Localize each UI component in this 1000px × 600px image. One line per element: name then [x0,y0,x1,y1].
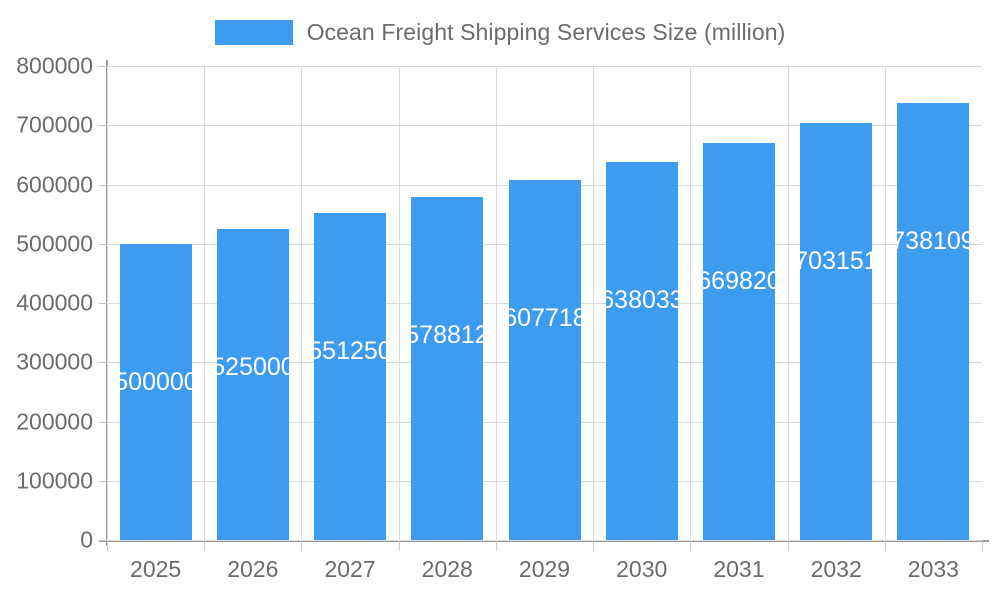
bar-value-label: 500000 [120,367,192,396]
chart-legend: Ocean Freight Shipping Services Size (mi… [0,12,1000,52]
bar[interactable]: 738109 [897,102,969,540]
y-axis-tick-mark [99,421,107,423]
y-axis-tick-label: 800000 [16,52,93,79]
x-axis-tick-mark [399,541,400,551]
bar-value-label: 607718 [509,303,581,332]
y-axis-tick-mark [99,303,107,304]
bar[interactable]: 578812 [411,197,483,540]
gridline-vertical [593,66,594,540]
gridline-vertical [788,66,789,540]
bar[interactable]: 551250 [314,213,386,540]
x-axis-tick-mark [885,541,886,551]
x-axis-tick-label: 2032 [810,556,862,582]
y-axis-tick-label: 0 [80,526,93,553]
y-axis-tick-label: 400000 [16,289,93,316]
bar[interactable]: 703151 [800,123,872,540]
bar-value-label: 638033 [606,285,678,314]
y-axis-tick-label: 700000 [16,111,93,138]
y-axis-tick-mark [99,243,107,245]
bar[interactable]: 638033 [606,161,678,540]
x-axis-tick-label: 2031 [713,556,765,582]
y-axis-tick-label: 600000 [16,171,93,197]
gridline-horizontal [107,540,982,541]
gridline-vertical [496,66,497,540]
bar[interactable]: 525000 [217,228,289,540]
bar-value-label: 551250 [314,337,386,366]
bar-value-label: 669820 [703,267,775,296]
gridline-vertical [107,66,108,540]
gridline-vertical [204,66,205,540]
x-axis-tick-label: 2033 [907,556,959,582]
x-axis-tick-label: 2025 [130,556,182,582]
y-axis-tick-mark [99,66,107,67]
x-axis-tick-label: 2029 [518,556,571,582]
x-axis-tick-mark [690,541,691,551]
x-axis-tick-mark [204,541,205,551]
bar[interactable]: 500000 [120,243,192,540]
x-axis-tick-mark [788,541,789,551]
bar[interactable]: 669820 [703,143,775,540]
bar[interactable]: 607718 [509,179,581,540]
x-axis-tick-mark [107,541,108,551]
x-axis-tick-label: 2030 [616,556,668,582]
y-axis-tick-mark [99,362,107,364]
legend-swatch-series-1[interactable] [214,19,293,45]
bar-value-label: 703151 [800,247,872,276]
x-axis-tick-label: 2028 [421,556,473,582]
x-axis-tick-label: 2026 [227,556,279,582]
x-axis-tick-mark [593,541,594,551]
x-axis-line [99,540,989,542]
y-axis-tick-label: 500000 [16,230,93,257]
y-axis-tick-mark [99,480,107,482]
gridline-horizontal [107,125,982,127]
gridline-vertical [301,66,302,540]
x-axis-tick-label: 2027 [324,556,376,582]
x-axis-tick-mark [982,541,983,551]
legend-label-series-1: Ocean Freight Shipping Services Size (mi… [306,18,786,45]
bar-value-label: 578812 [411,321,483,350]
gridline-horizontal [107,66,982,67]
x-axis-tick-mark [301,541,302,551]
bar-value-label: 738109 [897,226,969,255]
y-axis-tick-label: 200000 [16,408,93,434]
y-axis-tick-mark [99,125,107,127]
y-axis-tick-mark [99,540,107,541]
gridline-vertical [690,66,691,540]
y-axis-tick-label: 300000 [16,348,93,375]
gridline-vertical [399,66,400,540]
x-axis-tick-mark [496,541,497,551]
y-axis-tick-mark [99,184,107,186]
bar-value-label: 525000 [217,352,289,381]
y-axis-tick-label: 100000 [16,467,93,494]
gridline-vertical [885,66,886,540]
